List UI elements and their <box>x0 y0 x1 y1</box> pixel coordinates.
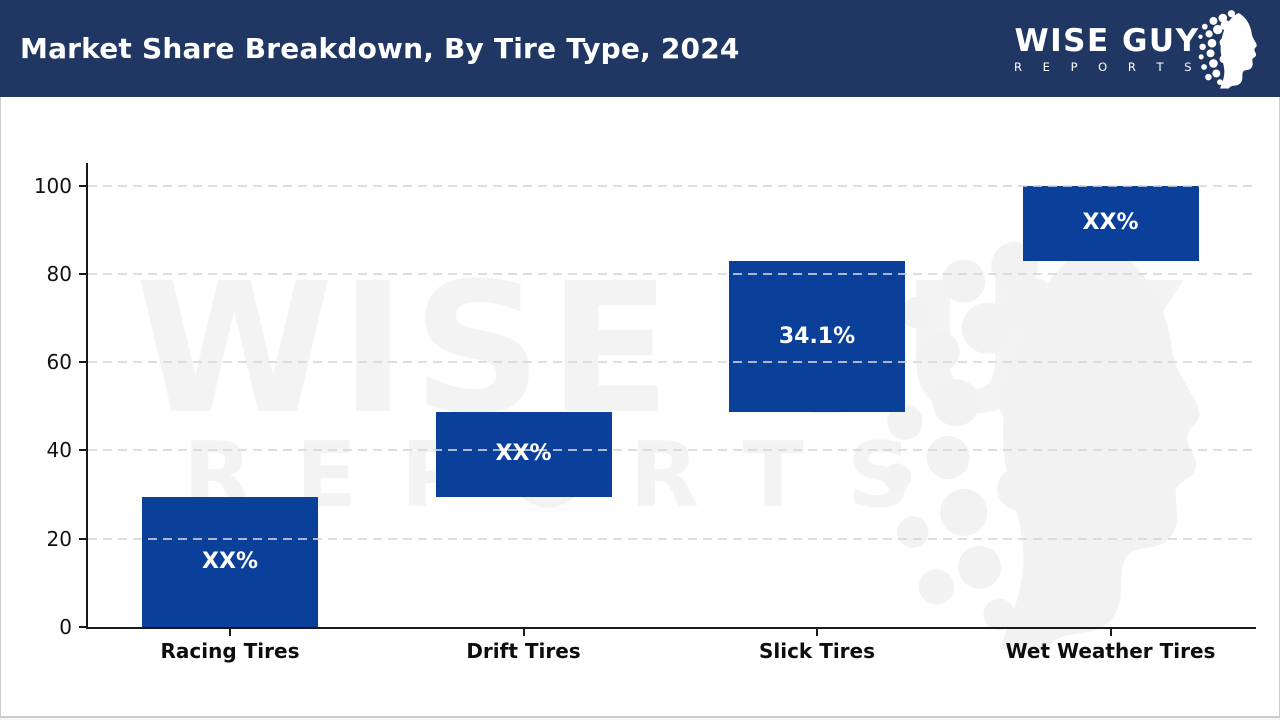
bar-drift-tires <box>435 411 612 497</box>
bar-value-label-racing-tires: XX% <box>202 548 258 574</box>
page-title: Market Share Breakdown, By Tire Type, 20… <box>20 32 740 65</box>
gridline-20 <box>88 537 1256 540</box>
logo-text: WISE GUY R E P O R T S <box>1014 24 1200 74</box>
page-border-bottom-strip <box>0 718 1280 720</box>
y-tick-label: 100 <box>33 173 72 198</box>
y-tick <box>79 537 87 540</box>
gridline-60 <box>88 361 1256 364</box>
page-border-bottom <box>0 716 1280 718</box>
gridline-80 <box>88 272 1256 275</box>
x-tick-drift-tires <box>522 629 525 636</box>
y-tick <box>79 626 87 628</box>
x-tick-slick-tires <box>816 629 818 636</box>
x-tick-wet-weather-tires <box>1109 629 1112 636</box>
logo-subtitle: R E P O R T S <box>1014 59 1200 74</box>
y-axis-line <box>86 163 88 629</box>
header-bar: Market Share Breakdown, By Tire Type, 20… <box>0 0 1280 97</box>
bar-racing-tires <box>142 496 318 627</box>
bar-slick-tires <box>729 261 905 412</box>
gridline-100 <box>88 184 1256 187</box>
logo-wordmark: WISE GUY <box>1014 22 1200 59</box>
wiseguy-logo: WISE GUY R E P O R T S <box>1014 8 1266 90</box>
gridline-40 <box>88 449 1256 452</box>
x-axis-label-wet-weather-tires: Wet Weather Tires <box>1005 639 1216 663</box>
y-tick <box>79 272 87 275</box>
y-tick-label: 0 <box>59 615 72 639</box>
bar-value-label-drift-tires: XX% <box>495 441 552 467</box>
wiseguy-face-icon <box>1194 8 1266 90</box>
y-tick <box>79 449 87 452</box>
page-border-left <box>0 97 1 718</box>
x-axis-label-slick-tires: Slick Tires <box>758 639 876 663</box>
bar-value-label-wet-weather-tires: XX% <box>1082 210 1139 236</box>
y-tick-label: 80 <box>46 261 72 286</box>
x-tick-racing-tires <box>229 629 231 636</box>
y-tick <box>79 184 87 187</box>
x-axis-label-racing-tires: Racing Tires <box>160 639 300 663</box>
y-tick <box>79 361 87 364</box>
watermark-face-icon <box>858 218 1250 650</box>
y-tick-label: 40 <box>46 438 72 463</box>
bar-wet-weather-tires <box>1022 185 1199 262</box>
y-tick-label: 60 <box>46 350 72 375</box>
bar-value-label-slick-tires: 34.1% <box>778 323 856 349</box>
y-tick-label: 20 <box>46 526 72 551</box>
x-axis-label-drift-tires: Drift Tires <box>466 639 581 663</box>
x-axis-line <box>86 627 1256 629</box>
